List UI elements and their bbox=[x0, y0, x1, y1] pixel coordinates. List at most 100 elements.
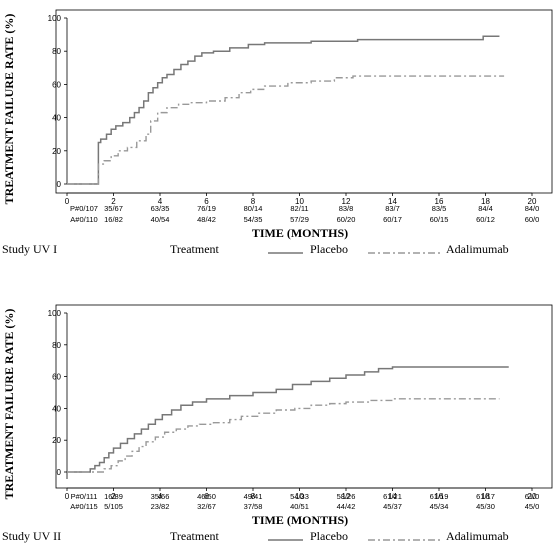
at-risk-placebo-value: 35/66 bbox=[151, 492, 170, 501]
at-risk-placebo-value: 63/35 bbox=[151, 204, 170, 213]
at-risk-placebo-value: 61/21 bbox=[383, 492, 402, 501]
legend-treatment-1: Treatment bbox=[170, 242, 220, 256]
at-risk-placebo-value: 61/19 bbox=[430, 492, 449, 501]
y-ticks-1: 0 20 40 60 80 100 bbox=[48, 14, 67, 189]
y-tick-label: 20 bbox=[52, 147, 61, 156]
legend-2: Study UV II Treatment Placebo Adalimumab bbox=[2, 529, 509, 543]
x-tick-label: 4 bbox=[158, 197, 163, 206]
legend-adalimumab-label-1: Adalimumab bbox=[446, 242, 509, 256]
series-group-1 bbox=[67, 35, 505, 185]
at-risk-adalimumab-value: 45/0 bbox=[525, 502, 540, 511]
at-risk-adalimumab-value: 60/15 bbox=[430, 215, 449, 224]
at-risk-table-2: P#0/111A#0/11516/895/10535/6623/8246/503… bbox=[70, 492, 539, 511]
x-tick-label: 12 bbox=[342, 492, 351, 501]
x-tick-label: 2 bbox=[111, 197, 116, 206]
x-tick-label: 16 bbox=[435, 197, 444, 206]
at-risk-adalimumab-value: 32/67 bbox=[197, 502, 216, 511]
x-axis-label-2: TIME (MONTHS) bbox=[252, 513, 348, 527]
x-tick-label: 20 bbox=[528, 197, 537, 206]
y-axis-label-1: TREATMENT FAILURE RATE (%) bbox=[2, 14, 16, 205]
at-risk-placebo-value: 49/41 bbox=[244, 492, 263, 501]
at-risk-adalimumab-value: 60/17 bbox=[383, 215, 402, 224]
plot-frame-1 bbox=[55, 9, 553, 194]
x-tick-label: 14 bbox=[388, 492, 397, 501]
x-tick-label: 20 bbox=[528, 492, 537, 501]
at-risk-adalimumab-value: 60/12 bbox=[476, 215, 495, 224]
at-risk-adalimumab-value: 44/42 bbox=[337, 502, 356, 511]
y-tick-label: 60 bbox=[52, 373, 61, 382]
y-tick-label: 80 bbox=[52, 47, 61, 56]
x-tick-label: 6 bbox=[204, 197, 209, 206]
at-risk-adalimumab-value: 16/82 bbox=[104, 215, 123, 224]
x-tick-label: 0 bbox=[65, 197, 70, 206]
at-risk-placebo-value: 61/17 bbox=[476, 492, 495, 501]
series-group-2 bbox=[67, 366, 509, 473]
x-tick-label: 10 bbox=[295, 197, 304, 206]
y-tick-label: 0 bbox=[57, 180, 62, 189]
at-risk-placebo-value: 83/5 bbox=[432, 204, 447, 213]
at-risk-placebo-value: 76/19 bbox=[197, 204, 216, 213]
at-risk-adalimumab-value: 45/30 bbox=[476, 502, 495, 511]
x-tick-label: 16 bbox=[435, 492, 444, 501]
x-tick-label: 0 bbox=[65, 492, 70, 501]
y-tick-label: 40 bbox=[52, 114, 61, 123]
series-line-adalimumab bbox=[67, 398, 500, 473]
at-risk-placebo-value: 84/4 bbox=[478, 204, 493, 213]
at-risk-placebo-value: 16/89 bbox=[104, 492, 123, 501]
x-tick-label: 18 bbox=[481, 197, 490, 206]
at-risk-placebo-value: 83/7 bbox=[385, 204, 400, 213]
x-tick-label: 8 bbox=[251, 492, 256, 501]
at-risk-adalimumab-value: 45/34 bbox=[430, 502, 449, 511]
at-risk-placebo-value: 80/14 bbox=[244, 204, 263, 213]
at-risk-placebo-value: 61/0 bbox=[525, 492, 540, 501]
x-ticks-1: 0 2 4 6 8 10 12 14 16 18 20 bbox=[65, 193, 537, 206]
at-risk-adalimumab-value: 45/37 bbox=[383, 502, 402, 511]
y-tick-label: 60 bbox=[52, 80, 61, 89]
at-risk-label-adalimumab: A#0/115 bbox=[70, 502, 97, 511]
at-risk-placebo-value: 46/50 bbox=[197, 492, 216, 501]
at-risk-placebo-value: 54/33 bbox=[290, 492, 309, 501]
y-ticks-2: 0 20 40 60 80 100 bbox=[48, 309, 67, 477]
at-risk-label-adalimumab: A#0/110 bbox=[70, 215, 97, 224]
x-ticks-2: 0 2 4 6 8 10 12 14 16 18 20 bbox=[65, 488, 537, 501]
at-risk-placebo-value: 35/67 bbox=[104, 204, 123, 213]
at-risk-placebo-value: 83/8 bbox=[339, 204, 354, 213]
panel-study-uv-2: 0 20 40 60 80 100 0 2 4 6 8 10 12 14 16 18 20 P#0/111A#… bbox=[2, 304, 553, 543]
at-risk-table-1: P#0/107 A#0/110 35/67 16/82 63/35 40/54 76/19 4… bbox=[70, 204, 539, 224]
legend-treatment-2: Treatment bbox=[170, 529, 220, 543]
at-risk-adalimumab-value: 40/51 bbox=[290, 502, 309, 511]
y-tick-label: 80 bbox=[52, 341, 61, 350]
y-tick-label: 20 bbox=[52, 436, 61, 445]
x-tick-label: 4 bbox=[158, 492, 163, 501]
x-tick-label: 2 bbox=[111, 492, 116, 501]
x-tick-label: 10 bbox=[295, 492, 304, 501]
at-risk-adalimumab-value: 23/82 bbox=[151, 502, 170, 511]
at-risk-adalimumab-value: 5/105 bbox=[104, 502, 123, 511]
at-risk-placebo-value: 84/0 bbox=[525, 204, 540, 213]
legend-study-1: Study UV I bbox=[2, 242, 57, 256]
y-tick-label: 40 bbox=[52, 404, 61, 413]
x-tick-label: 18 bbox=[481, 492, 490, 501]
y-tick-label: 100 bbox=[48, 14, 62, 23]
x-axis-label-1: TIME (MONTHS) bbox=[252, 226, 348, 240]
legend-study-2: Study UV II bbox=[2, 529, 61, 543]
legend-adalimumab-label-2: Adalimumab bbox=[446, 529, 509, 543]
x-tick-label: 8 bbox=[251, 197, 256, 206]
x-tick-label: 14 bbox=[388, 197, 397, 206]
legend-placebo-label-2: Placebo bbox=[310, 529, 348, 543]
series-line-placebo bbox=[67, 35, 500, 185]
y-tick-label: 0 bbox=[57, 468, 62, 477]
legend-placebo-label-1: Placebo bbox=[310, 242, 348, 256]
at-risk-adalimumab-value: 37/58 bbox=[244, 502, 263, 511]
at-risk-adalimumab-value: 48/42 bbox=[197, 215, 216, 224]
at-risk-adalimumab-value: 40/54 bbox=[151, 215, 170, 224]
at-risk-placebo-value: 82/11 bbox=[290, 204, 308, 213]
panel-study-uv-1: 0 20 40 60 80 100 0 2 4 6 8 10 12 14 16 18 20 P#0/107 A#… bbox=[2, 9, 553, 256]
legend-1: Study UV I Treatment Placebo Adalimumab bbox=[2, 242, 509, 256]
at-risk-label-placebo: P#0/107 bbox=[70, 204, 98, 213]
at-risk-placebo-value: 58/26 bbox=[337, 492, 356, 501]
at-risk-adalimumab-value: 60/0 bbox=[525, 215, 540, 224]
x-tick-label: 12 bbox=[342, 197, 351, 206]
series-line-placebo bbox=[67, 366, 509, 473]
